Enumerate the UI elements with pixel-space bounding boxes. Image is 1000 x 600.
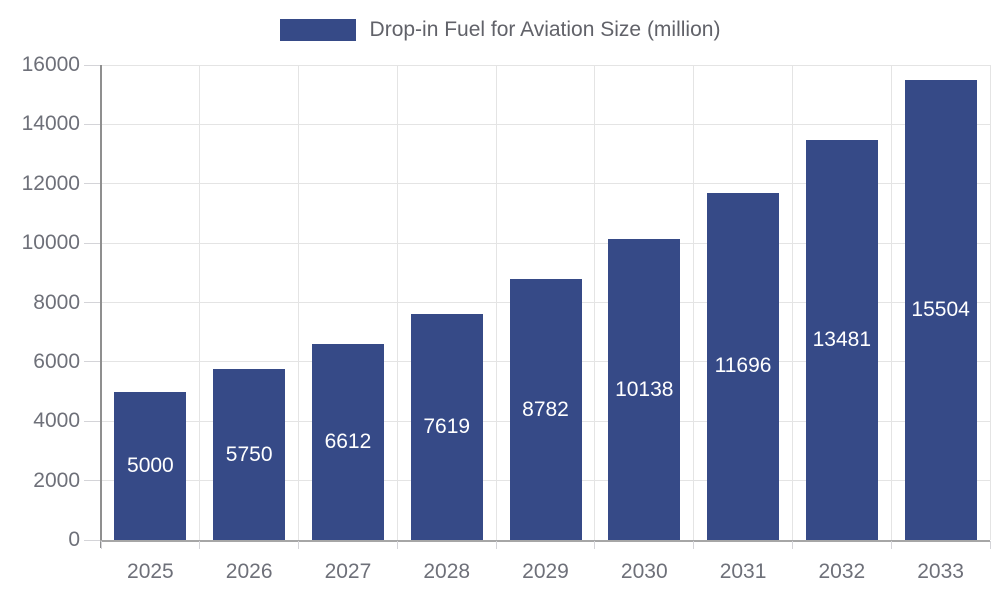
gridline-vertical — [199, 65, 201, 540]
x-tick-label: 2028 — [423, 560, 471, 583]
bar-2030: 10138 — [608, 239, 681, 540]
plot-area: 5000 5750 6612 7619 8782 10138 11696 13481 15504 — [101, 64, 991, 540]
bar-value-label: 5000 — [127, 453, 174, 477]
bar-2031: 11696 — [707, 192, 780, 540]
y-tick-label: 6000 — [33, 349, 80, 373]
y-tick-label: 16000 — [21, 53, 80, 76]
y-tick-mark — [84, 539, 100, 541]
x-tick-mark — [791, 541, 793, 549]
bar-value-label: 7619 — [423, 414, 471, 438]
bar-2026: 5750 — [213, 369, 286, 540]
bar-2032: 13481 — [805, 139, 878, 540]
y-tick-label: 12000 — [21, 171, 80, 195]
x-tick-mark — [594, 541, 596, 549]
x-tick-mark — [693, 541, 695, 549]
y-tick-mark — [84, 480, 100, 482]
y-tick-mark — [84, 242, 100, 244]
bar-2027: 6612 — [311, 343, 384, 540]
gridline-horizontal — [101, 123, 990, 125]
y-tick-label: 8000 — [33, 290, 80, 314]
gridline-vertical — [495, 65, 497, 540]
x-axis-line — [100, 540, 990, 542]
legend-label: Drop-in Fuel for Aviation Size (million) — [369, 18, 721, 41]
x-tick-label: 2025 — [127, 560, 174, 583]
x-tick-label: 2030 — [620, 560, 668, 583]
y-tick-label: 10000 — [21, 231, 80, 255]
y-tick-label: 14000 — [21, 112, 80, 136]
x-tick-label: 2033 — [917, 560, 964, 583]
x-tick-mark — [100, 541, 102, 549]
y-tick-mark — [84, 123, 100, 125]
x-tick-mark — [890, 541, 892, 549]
y-axis-line — [100, 65, 102, 548]
y-tick-mark — [84, 361, 100, 363]
gridline-vertical — [989, 65, 991, 540]
y-tick-mark — [84, 183, 100, 185]
bar-2029: 8782 — [509, 279, 582, 540]
y-tick-mark — [84, 64, 100, 66]
y-tick-mark — [84, 302, 100, 303]
x-tick-label: 2032 — [818, 560, 866, 583]
x-tick-label: 2031 — [719, 560, 767, 583]
x-tick-mark — [989, 541, 991, 549]
bar-2028: 7619 — [410, 313, 483, 540]
bar-value-label: 11696 — [714, 354, 772, 378]
gridline-vertical — [791, 65, 793, 540]
y-tick-mark — [84, 420, 100, 422]
bar-2033: 15504 — [904, 79, 977, 540]
x-tick-mark — [396, 541, 398, 549]
x-tick-mark — [298, 541, 300, 549]
bar-value-label: 5750 — [225, 442, 273, 466]
gridline-vertical — [890, 65, 892, 540]
x-tick-mark — [495, 541, 497, 549]
x-tick-mark — [199, 541, 201, 549]
y-tick-label: 2000 — [33, 468, 80, 492]
gridline-horizontal — [101, 242, 990, 244]
gridline-horizontal — [101, 183, 990, 185]
bar-2025: 5000 — [114, 391, 187, 540]
legend-item[interactable]: Drop-in Fuel for Aviation Size (million) — [0, 18, 1000, 42]
bar-value-label: 13481 — [812, 327, 872, 351]
bar-value-label: 8782 — [522, 397, 569, 421]
bar-value-label: 10138 — [615, 377, 674, 401]
gridline-horizontal — [101, 64, 990, 66]
legend-swatch-icon — [279, 19, 356, 41]
gridline-vertical — [298, 65, 300, 540]
gridline-vertical — [594, 65, 596, 540]
y-tick-label: 0 — [68, 528, 80, 551]
x-tick-label: 2029 — [522, 560, 569, 583]
bar-value-label: 15504 — [911, 297, 970, 321]
gridline-vertical — [396, 65, 398, 540]
bar-value-label: 6612 — [324, 429, 372, 453]
x-tick-label: 2026 — [225, 560, 273, 583]
gridline-vertical — [693, 65, 695, 540]
x-tick-label: 2027 — [324, 560, 372, 583]
y-tick-label: 4000 — [33, 409, 80, 433]
